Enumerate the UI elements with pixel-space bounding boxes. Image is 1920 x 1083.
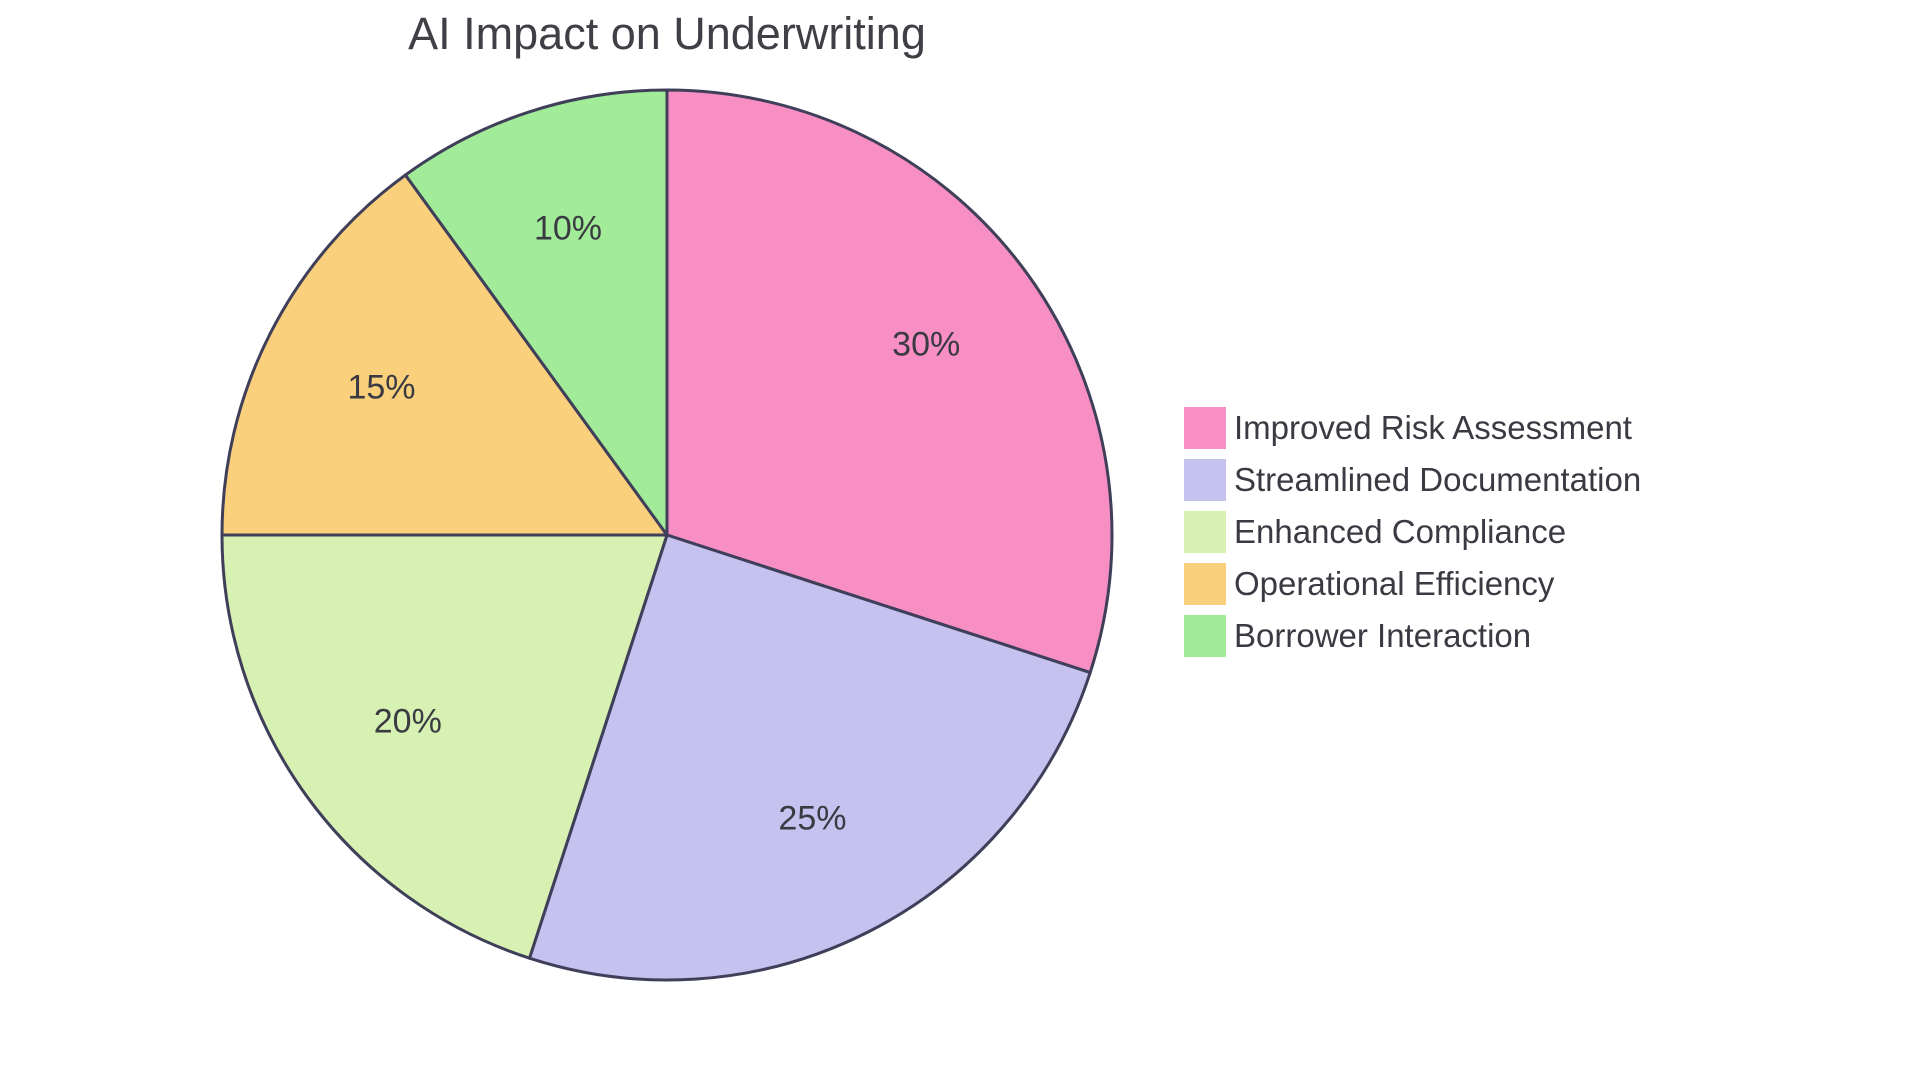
- legend-label-enhanced-compliance: Enhanced Compliance: [1234, 513, 1567, 550]
- slice-percent-label-borrower-interaction: 10%: [534, 209, 602, 247]
- legend-label-streamlined-documentation: Streamlined Documentation: [1234, 461, 1642, 498]
- legend-swatch-improved-risk-assessment: [1184, 407, 1226, 449]
- chart-title: AI Impact on Underwriting: [408, 8, 926, 59]
- legend-label-operational-efficiency: Operational Efficiency: [1234, 565, 1555, 602]
- slice-percent-label-operational-efficiency: 15%: [347, 369, 415, 407]
- pie-slice-improved-risk-assessment: [665, 88, 1114, 675]
- legend-label-borrower-interaction: Borrower Interaction: [1234, 617, 1532, 654]
- pie-slice-streamlined-documentation: [527, 533, 1092, 982]
- slice-percent-label-streamlined-documentation: 25%: [778, 799, 846, 837]
- pie-slice-enhanced-compliance: [220, 533, 669, 960]
- legend-item-improved-risk-assessment: Improved Risk Assessment: [1184, 407, 1641, 449]
- legend-swatch-streamlined-documentation: [1184, 459, 1226, 501]
- legend-item-enhanced-compliance: Enhanced Compliance: [1184, 511, 1641, 553]
- legend: Improved Risk Assessment Streamlined Docu…: [1184, 407, 1641, 657]
- slice-percent-label-enhanced-compliance: 20%: [374, 702, 442, 740]
- legend-item-borrower-interaction: Borrower Interaction: [1184, 615, 1641, 657]
- slice-percent-label-improved-risk-assessment: 30%: [892, 326, 960, 364]
- legend-label-improved-risk-assessment: Improved Risk Assessment: [1234, 409, 1632, 446]
- legend-swatch-borrower-interaction: [1184, 615, 1226, 657]
- legend-swatch-enhanced-compliance: [1184, 511, 1226, 553]
- legend-swatch-operational-efficiency: [1184, 563, 1226, 605]
- legend-item-operational-efficiency: Operational Efficiency: [1184, 563, 1641, 605]
- pie-slice-borrower-interaction: [403, 88, 669, 537]
- pie-slice-operational-efficiency: [220, 173, 669, 537]
- legend-item-streamlined-documentation: Streamlined Documentation: [1184, 459, 1641, 501]
